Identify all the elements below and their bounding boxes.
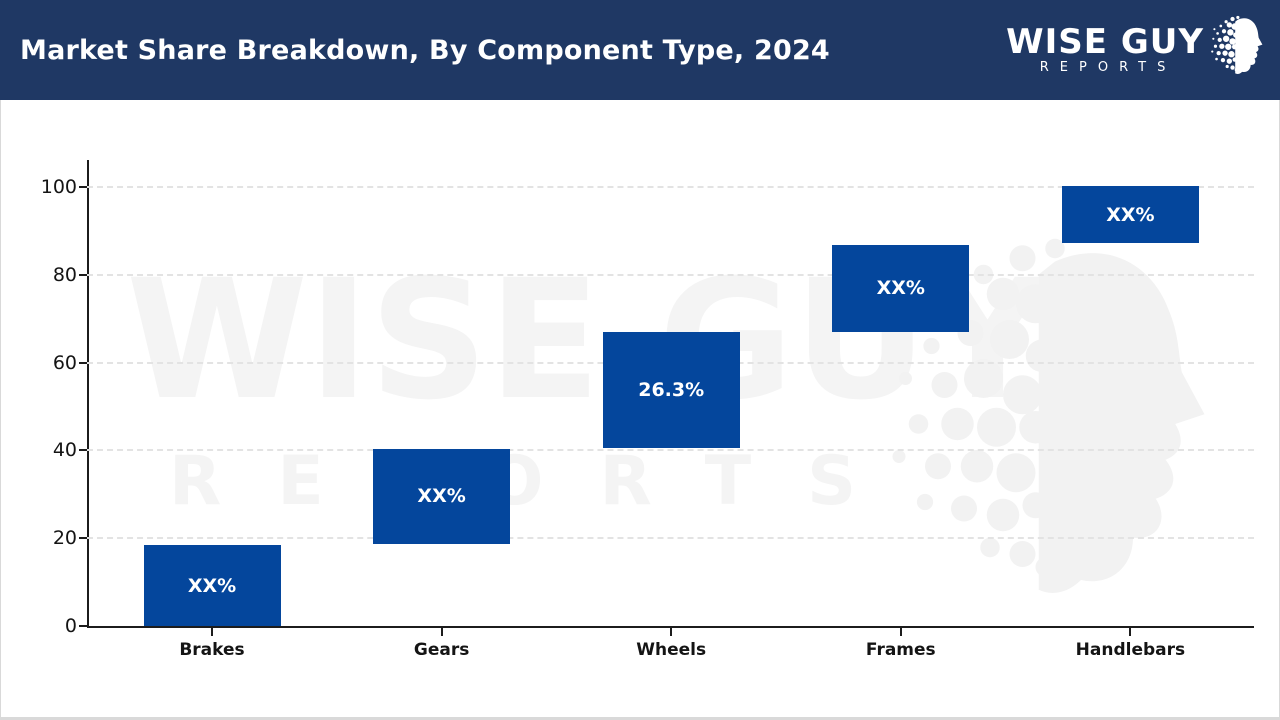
y-tick-mark-100 — [79, 186, 87, 188]
y-tick-mark-40 — [79, 449, 87, 452]
x-tick-mark-wheels — [670, 628, 673, 636]
watermark-subtitle: REPORTS — [169, 442, 913, 521]
x-tick-mark-gears — [440, 628, 443, 636]
bar-frames: XX% — [832, 244, 970, 332]
y-tick-label-80: 80 — [52, 263, 77, 286]
y-tick-mark-60 — [79, 361, 87, 364]
gridline-100 — [87, 186, 1254, 188]
logo-subtitle: REPORTS — [1039, 60, 1177, 75]
bar-handlebars: XX% — [1061, 186, 1199, 244]
bar-value-label: XX% — [876, 277, 925, 300]
header-bar: Market Share Breakdown, By Component Typ… — [0, 0, 1280, 100]
logo-wordmark: WISE GUY — [1006, 22, 1204, 62]
x-axis-line — [87, 626, 1254, 628]
x-tick-mark-brakes — [211, 628, 213, 636]
y-tick-mark-80 — [79, 273, 87, 276]
bar-value-label: XX% — [187, 574, 237, 597]
y-tick-label-20: 20 — [52, 527, 77, 550]
gridline-20 — [87, 537, 1254, 540]
x-axis-label-frames: Frames — [865, 640, 936, 660]
bar-gears: XX% — [373, 448, 511, 545]
gridline-80 — [87, 273, 1254, 276]
bar-brakes: XX% — [143, 545, 281, 626]
y-tick-label-60: 60 — [52, 351, 77, 374]
gridline-40 — [87, 449, 1254, 452]
bar-value-label: XX% — [1106, 203, 1155, 226]
bar-wheels: 26.3% — [602, 332, 740, 448]
x-tick-mark-handlebars — [1129, 628, 1132, 636]
bar-value-label: XX% — [417, 485, 466, 508]
head-profile-logo-icon — [1208, 13, 1272, 88]
x-tick-mark-frames — [899, 628, 902, 636]
chart-area: WISE GUY REPORTS 0 20 40 60 80 100 XX% Brakes XX… — [0, 100, 1280, 720]
y-tick-label-40: 40 — [52, 439, 77, 462]
y-tick-label-100: 100 — [40, 176, 77, 198]
x-axis-label-gears: Gears — [413, 640, 470, 660]
y-axis-line — [87, 160, 89, 628]
wise-guy-logo: WISE GUY REPORTS — [1006, 6, 1272, 94]
page-title: Market Share Breakdown, By Component Typ… — [20, 34, 830, 66]
y-tick-label-0: 0 — [64, 615, 77, 637]
bar-value-label: 26.3% — [638, 379, 705, 402]
x-axis-label-brakes: Brakes — [179, 640, 245, 660]
x-axis-label-wheels: Wheels — [636, 640, 707, 660]
plot: 0 20 40 60 80 100 XX% Brakes XX% Gears 26.3% Wheels… — [1, 100, 1280, 720]
y-tick-mark-20 — [79, 537, 87, 540]
x-axis-label-handlebars: Handlebars — [1075, 640, 1186, 660]
logo-text: WISE GUY REPORTS — [1006, 24, 1204, 76]
y-tick-mark-0 — [79, 625, 87, 627]
